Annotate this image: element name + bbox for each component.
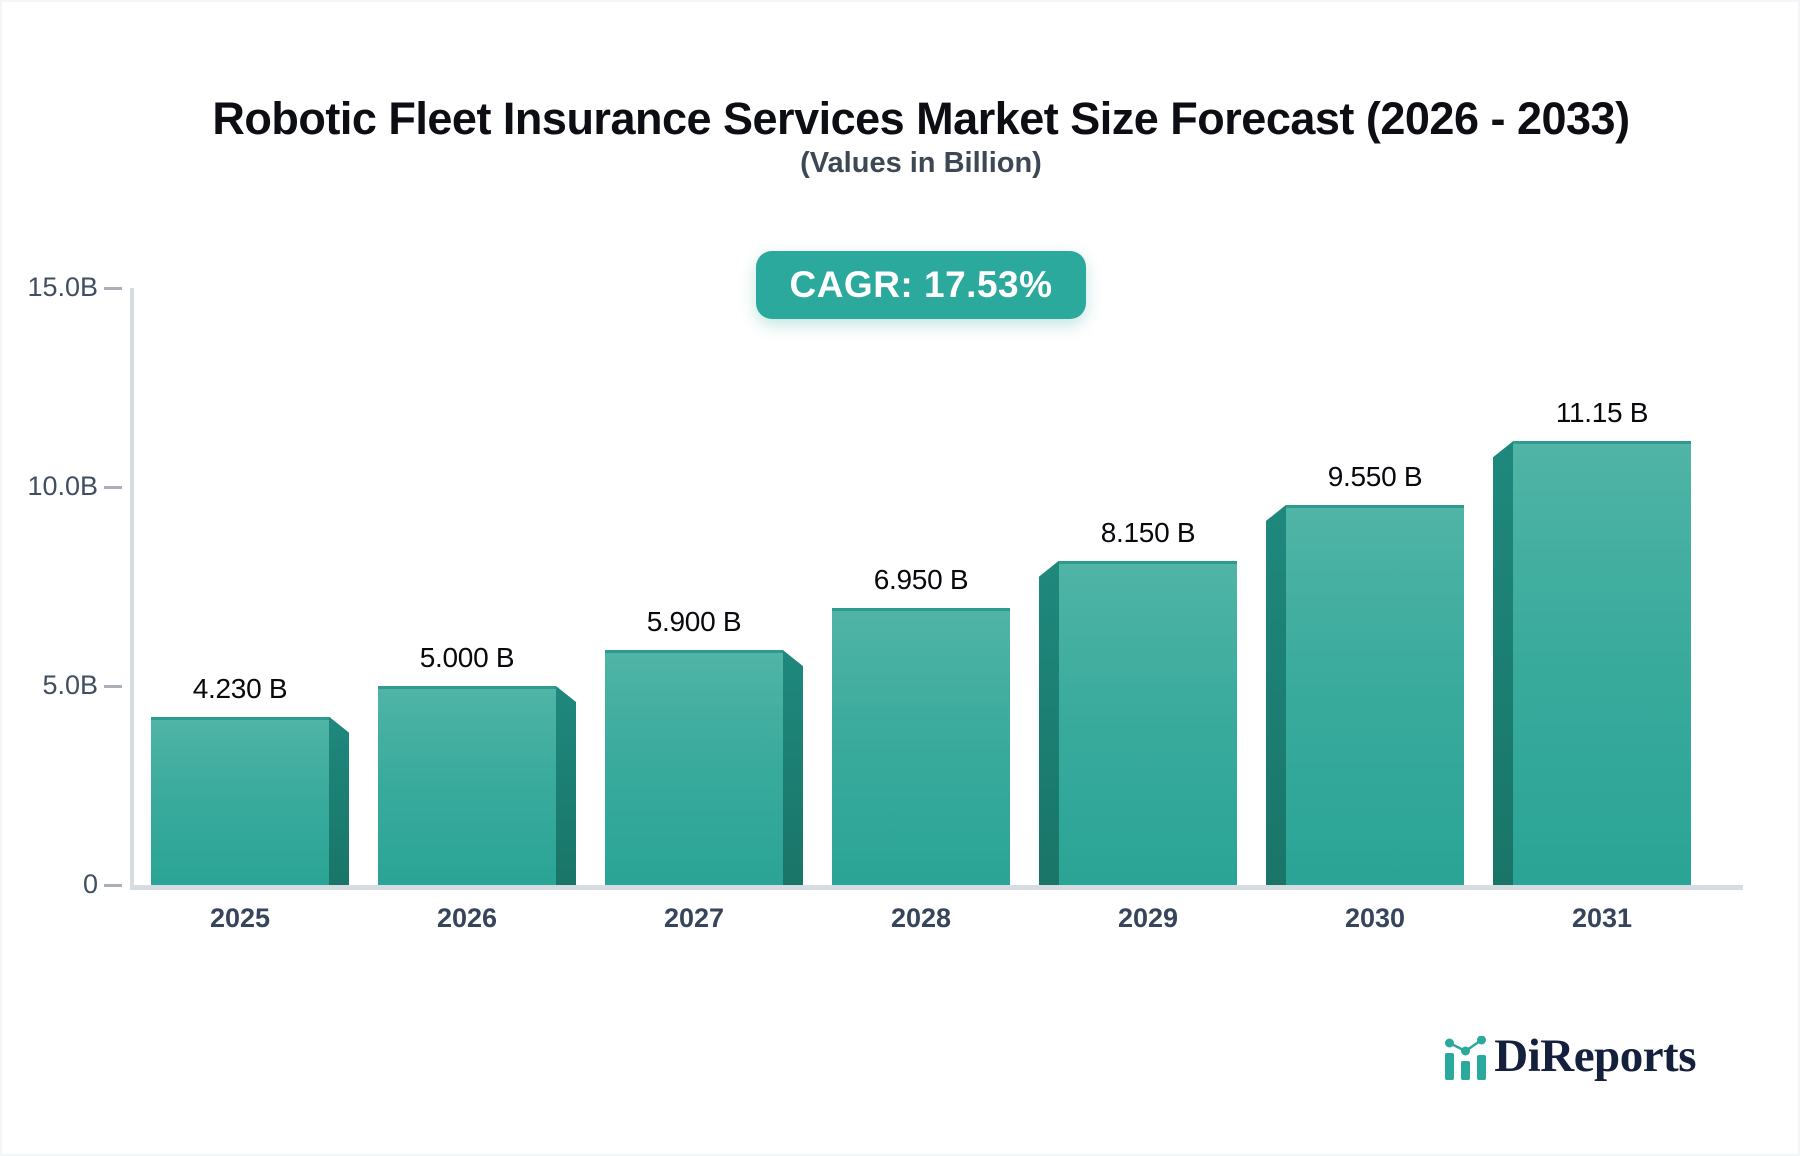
bar-value-label: 4.230 B [192,672,288,704]
y-axis-tick [104,486,122,489]
logo-text: DiReports [1494,1030,1696,1082]
x-axis-label: 2027 [663,903,725,933]
bar-side-face [1493,441,1513,885]
y-axis-label: 5.0B [42,670,98,700]
bar-value-label: 11.15 B [1555,397,1649,429]
bar-2026 [378,686,556,885]
bar-2028 [832,608,1010,885]
y-axis-tick [104,685,122,688]
bar-side-face [1266,504,1286,885]
y-axis-line [130,288,134,885]
y-axis-tick [104,287,122,290]
bar-side-face [329,716,349,885]
bar-value-label: 6.950 B [873,564,969,596]
bar-2025 [151,716,329,885]
x-axis-label: 2029 [1117,903,1179,933]
x-axis-label: 2026 [436,903,498,933]
y-axis-label: 15.0B [27,272,98,302]
chart-title: Robotic Fleet Insurance Services Market … [212,93,1630,144]
y-axis-label: 0 [82,869,98,899]
cagr-badge-row: CAGR: 17.53% [0,251,1800,319]
x-axis-label: 2025 [209,903,271,933]
x-axis-label: 2028 [890,903,952,933]
bar-side-face [556,686,576,885]
x-axis-baseline [130,885,1743,890]
cagr-badge: CAGR: 17.53% [756,251,1086,319]
x-axis-label: 2030 [1344,903,1406,933]
direports-logo: DiReports [1443,1033,1696,1080]
bar-value-label: 5.000 B [419,642,515,673]
chart-subtitle: (Values in Billion) [800,147,1042,179]
bar-2029 [1059,560,1237,885]
bar-2027 [605,650,783,885]
y-axis-label: 10.0B [27,471,98,501]
bar-side-face [1039,560,1059,885]
bar-value-label: 8.150 B [1100,516,1196,548]
bar-2030 [1286,504,1464,885]
x-axis-label: 2031 [1571,903,1633,933]
bar-value-label: 9.550 B [1327,460,1423,492]
bar-side-face [783,650,803,885]
bar-2031 [1513,441,1691,885]
y-axis-tick [104,884,122,887]
bar-line-chart-icon [1445,1036,1487,1080]
bar-value-label: 5.900 B [646,606,742,638]
